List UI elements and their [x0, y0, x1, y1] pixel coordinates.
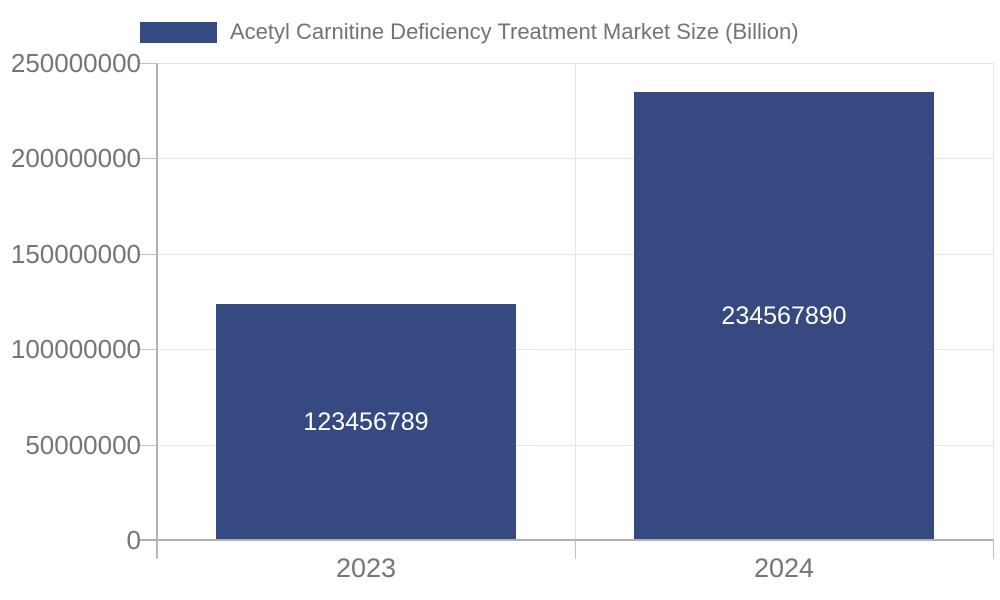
gridline-right-border	[993, 63, 994, 540]
y-tick-label: 150000000	[10, 238, 141, 269]
x-axis-line	[140, 539, 993, 541]
category-slot-2023: 123456789	[157, 63, 575, 540]
bar-2024: 234567890	[633, 92, 935, 540]
x-tick-mark	[575, 540, 576, 559]
bar-2023: 123456789	[215, 304, 517, 540]
gridline-category-boundary	[575, 63, 576, 540]
chart-legend: Acetyl Carnitine Deficiency Treatment Ma…	[140, 12, 799, 52]
bar-value-label: 234567890	[721, 301, 847, 330]
y-tick-mark	[140, 253, 157, 255]
y-tick-mark	[140, 158, 157, 160]
y-tick-label: 200000000	[10, 143, 141, 174]
legend-swatch	[140, 21, 217, 43]
y-tick-mark	[140, 63, 157, 64]
category-slot-2024: 234567890	[575, 63, 993, 540]
y-tick-label: 100000000	[10, 334, 141, 365]
x-tick-mark	[993, 540, 994, 559]
plot-area: 123456789 234567890 250000000 200000000 …	[11, 50, 994, 583]
y-axis-line	[156, 63, 158, 559]
bar-value-label: 123456789	[303, 407, 429, 436]
x-tick-mark	[157, 540, 158, 559]
x-tick-label-2024: 2024	[753, 553, 815, 583]
y-tick-mark	[140, 349, 157, 351]
y-tick-label: 0	[126, 525, 141, 555]
y-tick-label: 50000000	[25, 429, 141, 460]
legend-label: Acetyl Carnitine Deficiency Treatment Ma…	[230, 19, 799, 44]
x-tick-label-2023: 2023	[335, 553, 397, 583]
y-tick-label: 250000000	[10, 48, 141, 78]
y-tick-mark	[140, 444, 157, 446]
